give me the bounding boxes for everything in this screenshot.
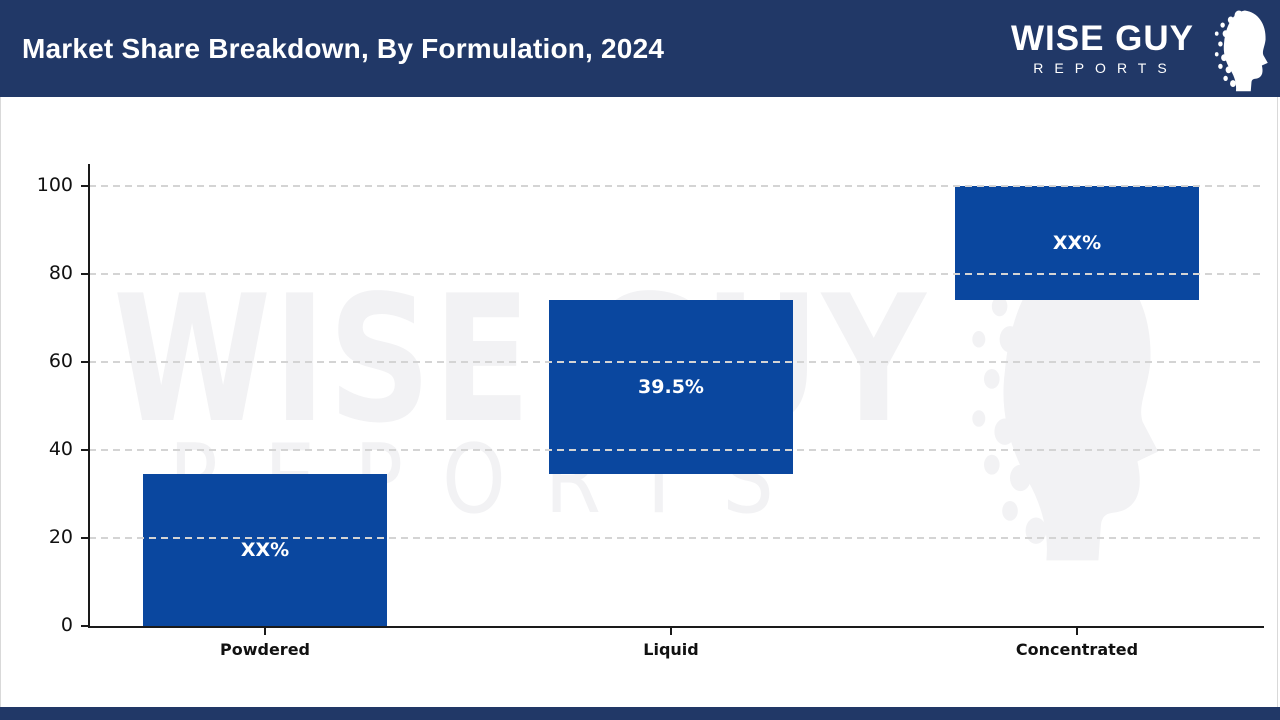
x-tick-powdered [264, 628, 266, 635]
brand-wordmark: WISE GUY [1010, 19, 1194, 58]
bar-liquid: 39.5% [549, 300, 793, 475]
y-tick-100 [81, 185, 88, 187]
footer-bar [0, 707, 1280, 720]
bar-powdered: XX% [143, 474, 387, 626]
bar-value-label-concentrated: XX% [1052, 232, 1102, 255]
y-tick-0 [81, 625, 88, 627]
x-label-powdered: Powdered [220, 640, 310, 659]
brand-head-icon [1214, 9, 1268, 91]
bar-value-label-powdered: XX% [240, 539, 290, 562]
gridline-80 [89, 273, 1263, 275]
bar-concentrated: XX% [955, 186, 1199, 301]
y-tick-label-40: 40 [48, 438, 73, 460]
y-tick-60 [81, 361, 88, 363]
y-axis-line [88, 164, 90, 628]
header: Market Share Breakdown, By Formulation, … [0, 0, 1280, 97]
y-tick-label-80: 80 [48, 262, 73, 284]
x-tick-liquid [670, 628, 672, 635]
bar-value-label-liquid: 39.5% [638, 376, 704, 399]
x-tick-concentrated [1076, 628, 1078, 635]
brand-subtitle: REPORTS [1033, 60, 1178, 76]
gridline-60 [89, 361, 1263, 363]
gridline-20 [89, 537, 1263, 539]
y-tick-80 [81, 273, 88, 275]
y-tick-label-20: 20 [48, 526, 73, 548]
y-tick-label-60: 60 [48, 350, 73, 372]
brand-logo: WISE GUY REPORTS [1011, 0, 1270, 97]
y-tick-20 [81, 537, 88, 539]
x-label-concentrated: Concentrated [1015, 640, 1139, 659]
gridline-40 [89, 449, 1263, 451]
brand-text: WISE GUY REPORTS [1011, 21, 1194, 76]
plot-area: XX% 39.5% XX% 0 20 40 60 80 100 Powdered Liquid Con… [1, 97, 1277, 707]
chart-area: WISE GUY REPORTS XX% 39.5% XX% 0 20 40 60 80 100… [0, 97, 1278, 707]
y-tick-40 [81, 449, 88, 451]
x-label-liquid: Liquid [643, 640, 699, 659]
y-tick-label-100: 100 [36, 174, 73, 196]
gridline-100 [89, 185, 1263, 187]
x-axis-line [88, 626, 1264, 628]
chart-title: Market Share Breakdown, By Formulation, … [22, 32, 665, 64]
y-tick-label-0: 0 [60, 614, 73, 636]
